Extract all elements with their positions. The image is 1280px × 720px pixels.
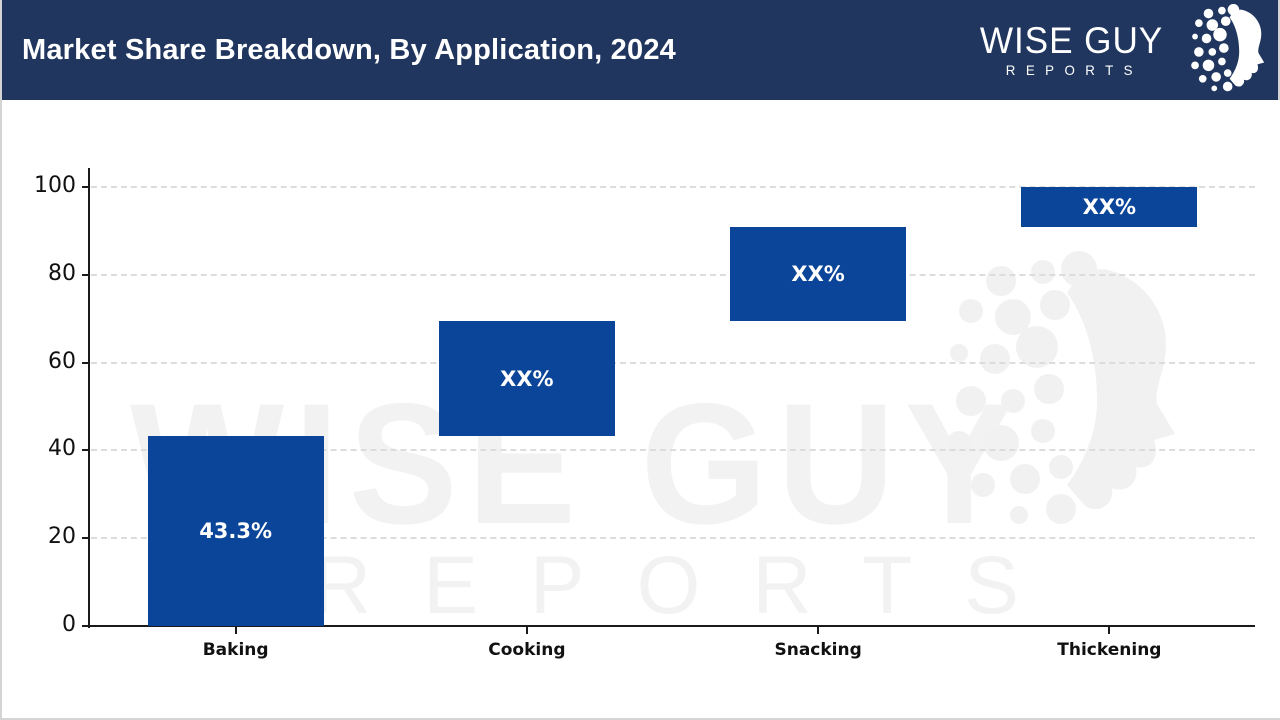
x-tick-baking <box>234 626 237 634</box>
x-axis-label-thickening: Thickening <box>1057 640 1162 660</box>
y-axis-line <box>88 168 90 628</box>
y-tick-20 <box>82 537 90 540</box>
x-axis-line <box>88 625 1255 627</box>
brand-name: WISE GUY <box>979 20 1164 61</box>
page-title: Market Share Breakdown, By Application, … <box>22 33 676 66</box>
watermark-face-icon <box>947 251 1175 524</box>
bar-value-label: XX% <box>1082 194 1137 219</box>
bar-snacking: XX% <box>730 226 907 322</box>
bar-baking: 43.3% <box>147 435 324 626</box>
y-tick-label-60: 60 <box>48 348 76 374</box>
bar-value-label: 43.3% <box>199 518 273 543</box>
y-tick-label-100: 100 <box>34 173 76 198</box>
y-tick-label-20: 20 <box>48 524 76 550</box>
bar-value-label: XX% <box>791 261 845 286</box>
chart-area: WISE GUY REPORTS 0 20 40 60 80 100 43.3% Baking… <box>2 100 1280 718</box>
gridline-40 <box>91 449 1255 452</box>
brand-logo: WISE GUY REPORTS <box>975 0 1268 100</box>
y-tick-60 <box>82 361 90 364</box>
x-axis-label-snacking: Snacking <box>774 640 862 660</box>
x-tick-cooking <box>525 626 528 634</box>
y-tick-label-40: 40 <box>48 436 76 462</box>
watermark-reports-text: REPORTS <box>312 540 1071 631</box>
y-tick-40 <box>82 449 90 452</box>
bar-value-label: XX% <box>500 366 554 391</box>
wiseguy-face-icon <box>1191 4 1265 92</box>
x-tick-thickening <box>1108 626 1111 634</box>
y-tick-80 <box>82 273 90 276</box>
brand-subname: REPORTS <box>1005 62 1143 78</box>
gridline-20 <box>91 537 1255 540</box>
y-tick-100 <box>82 186 90 188</box>
bar-thickening: XX% <box>1021 187 1198 227</box>
brand-wordmark: WISE GUY REPORTS <box>980 22 1163 78</box>
gridline-60 <box>91 361 1255 364</box>
app-header: Market Share Breakdown, By Application, … <box>2 0 1278 100</box>
x-tick-snacking <box>817 626 820 634</box>
y-tick-label-80: 80 <box>48 260 76 286</box>
y-tick-label-0: 0 <box>62 612 76 637</box>
x-axis-label-cooking: Cooking <box>488 640 566 660</box>
gridline-100 <box>91 186 1255 188</box>
bar-cooking: XX% <box>438 321 615 436</box>
y-tick-0 <box>82 625 90 627</box>
x-axis-label-baking: Baking <box>202 640 269 660</box>
gridline-80 <box>91 273 1255 276</box>
